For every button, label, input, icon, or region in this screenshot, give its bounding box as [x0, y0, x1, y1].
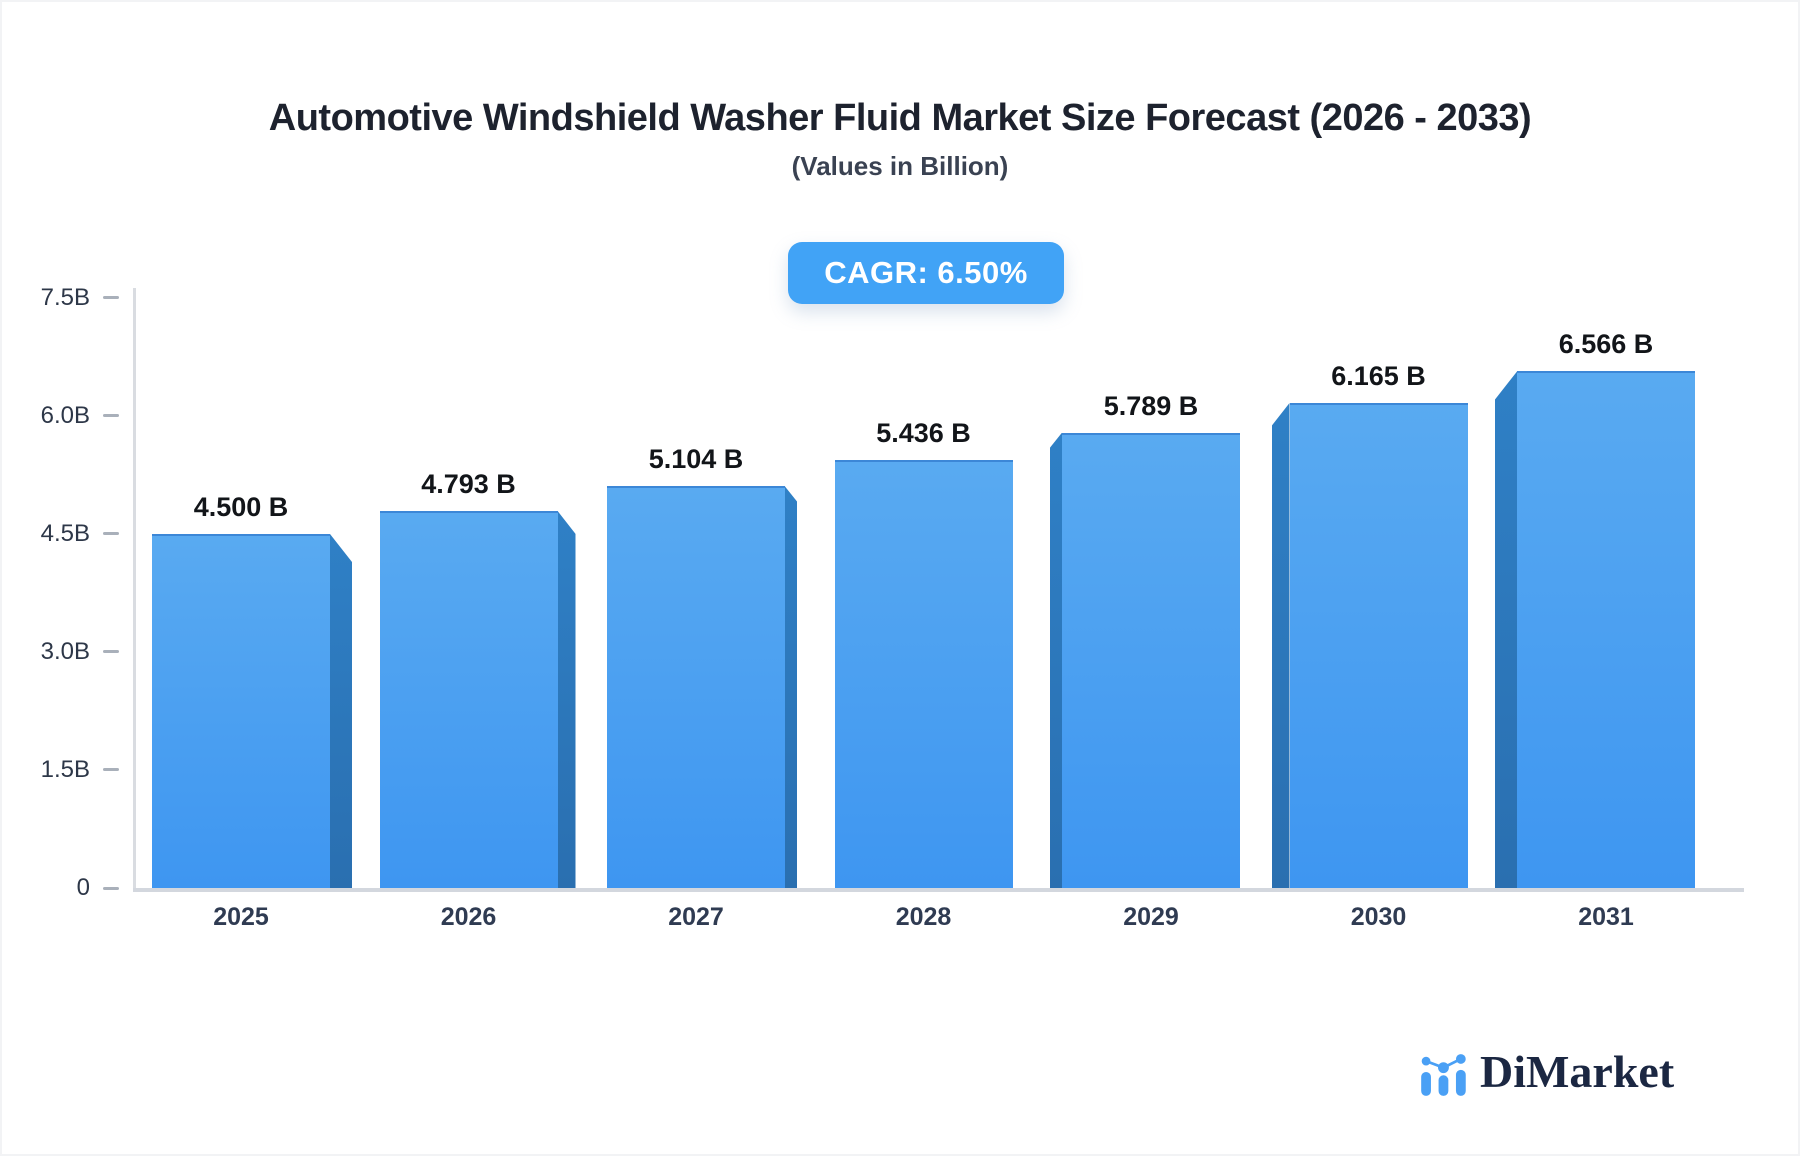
- bar-value-label: 5.104 B: [648, 444, 744, 475]
- bar: [1517, 371, 1695, 888]
- mini-bar-chart-with-trend-dots-icon: [1421, 1054, 1466, 1096]
- bar: [152, 533, 330, 888]
- bar: [834, 460, 1013, 888]
- bar-3d-side: [557, 510, 576, 888]
- y-axis-tick-mark: [103, 414, 119, 418]
- bar: [379, 510, 558, 888]
- x-axis-label: 2026: [440, 903, 497, 931]
- x-axis-label: 2030: [1350, 903, 1407, 931]
- x-axis-baseline: [133, 888, 1744, 892]
- y-axis-tick-label: 3.0B: [40, 637, 90, 665]
- bar: [607, 486, 785, 888]
- chart-subtitle: (Values in Billion): [791, 151, 1009, 181]
- dimarket-logo: DiMarket: [1420, 1040, 1740, 1104]
- y-axis-tick-label: 6.0B: [40, 401, 90, 429]
- x-axis-label: 2029: [1123, 903, 1179, 931]
- bar-value-label: 5.436 B: [876, 418, 971, 449]
- y-axis-tick-label: 4.5B: [40, 519, 90, 547]
- bar-3d-side: [1271, 402, 1290, 888]
- cagr-badge: CAGR: 6.50%: [788, 242, 1064, 304]
- x-axis-label: 2027: [668, 903, 724, 931]
- bar-value-label: 6.566 B: [1558, 329, 1654, 360]
- y-axis-tick-mark: [103, 650, 119, 654]
- bar-3d-side: [1495, 371, 1517, 888]
- bar-3d-side: [330, 533, 352, 888]
- x-axis-label: 2025: [213, 903, 269, 931]
- chart-title: Automotive Windshield Washer Fluid Marke…: [268, 97, 1532, 139]
- y-axis-tick-mark: [103, 768, 119, 772]
- bar-3d-side: [785, 486, 797, 888]
- y-axis-tick-label: 0: [76, 874, 90, 901]
- x-axis-label: 2031: [1578, 903, 1634, 931]
- bar: [1289, 402, 1468, 888]
- y-axis-tick-mark: [103, 886, 119, 890]
- bar-value-label: 5.789 B: [1103, 390, 1199, 421]
- bar-value-label: 6.165 B: [1331, 360, 1426, 391]
- y-axis-tick-label: 1.5B: [40, 755, 90, 783]
- bar-3d-side: [1050, 432, 1062, 888]
- bar: [1062, 432, 1240, 888]
- y-axis-tick-label: 7.5B: [40, 283, 90, 311]
- bar-value-label: 4.500 B: [193, 491, 289, 522]
- y-axis-tick-mark: [103, 296, 119, 300]
- x-axis-label: 2028: [895, 903, 952, 931]
- y-axis-tick-mark: [103, 532, 119, 536]
- bar-value-label: 4.793 B: [421, 468, 516, 499]
- y-axis-line: [133, 288, 136, 892]
- logo-text: DiMarket: [1480, 1046, 1675, 1097]
